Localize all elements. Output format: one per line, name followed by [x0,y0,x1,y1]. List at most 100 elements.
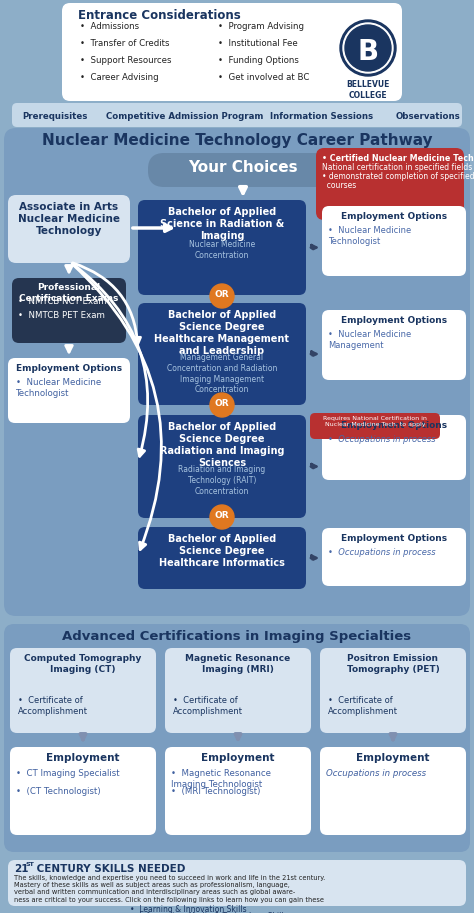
Text: 21: 21 [14,864,28,874]
FancyBboxPatch shape [8,358,130,423]
Text: Occupations in process: Occupations in process [326,769,426,778]
Text: Computed Tomography
Imaging (CT): Computed Tomography Imaging (CT) [24,654,142,674]
Text: •  NMTCB NCT Exam: • NMTCB NCT Exam [18,297,107,306]
Text: The skills, knowledge and expertise you need to succeed in work and life in the : The skills, knowledge and expertise you … [14,875,325,881]
Text: Employment: Employment [201,753,275,763]
Text: OR: OR [215,511,229,520]
Text: •  Magnetic Resonance
Imaging Technologist: • Magnetic Resonance Imaging Technologis… [171,769,271,789]
Text: Bachelor of Applied
Science Degree
Healthcare Management
and Leadership: Bachelor of Applied Science Degree Healt… [155,310,290,356]
Circle shape [345,25,391,71]
Text: Bachelor of Applied
Science Degree
Radiation and Imaging
Sciences: Bachelor of Applied Science Degree Radia… [160,422,284,468]
FancyBboxPatch shape [4,128,470,616]
Text: Prerequisites: Prerequisites [22,112,88,121]
Text: Entrance Considerations: Entrance Considerations [78,9,241,22]
Text: Your Choices: Your Choices [188,160,298,175]
Text: •  Occupations in process: • Occupations in process [328,548,436,557]
Text: CENTURY SKILLS NEEDED: CENTURY SKILLS NEEDED [33,864,185,874]
Text: Associate in Arts
Nuclear Medicine
Technology: Associate in Arts Nuclear Medicine Techn… [18,202,120,236]
FancyBboxPatch shape [322,310,466,380]
Text: •  NMTCB PET Exam: • NMTCB PET Exam [18,311,105,320]
Text: verbal and written communication and interdisciplinary areas such as global awar: verbal and written communication and int… [14,889,295,896]
FancyBboxPatch shape [138,200,306,295]
FancyBboxPatch shape [138,415,306,518]
Text: Magnetic Resonance
Imaging (MRI): Magnetic Resonance Imaging (MRI) [185,654,291,674]
FancyBboxPatch shape [138,527,306,589]
Text: B: B [357,38,379,66]
Text: Employment Options: Employment Options [341,316,447,325]
Text: •  Program Advising: • Program Advising [218,22,304,31]
Text: •  (MRI Technologist): • (MRI Technologist) [171,787,260,796]
Text: •  Support Resources: • Support Resources [80,56,172,65]
FancyBboxPatch shape [12,278,126,343]
Text: Bachelor of Applied
Science in Radiation &
Imaging: Bachelor of Applied Science in Radiation… [160,207,284,241]
FancyBboxPatch shape [8,860,466,906]
Text: OR: OR [215,290,229,299]
FancyBboxPatch shape [8,195,130,263]
Text: OR: OR [215,399,229,408]
FancyBboxPatch shape [138,303,306,405]
Text: •  Nuclear Medicine
Technologist: • Nuclear Medicine Technologist [16,378,101,398]
Circle shape [210,284,234,308]
FancyBboxPatch shape [4,624,470,852]
Text: •  CT Imaging Specialist: • CT Imaging Specialist [16,769,119,778]
Circle shape [210,505,234,529]
Text: •  (CT Technologist): • (CT Technologist) [16,787,100,796]
Text: Bachelor of Applied
Science Degree
Healthcare Informatics: Bachelor of Applied Science Degree Healt… [159,534,285,568]
Text: Radiation and Imaging
Technology (RAIT)
Concentration: Radiation and Imaging Technology (RAIT) … [178,465,265,496]
Text: •  Admissions: • Admissions [80,22,139,31]
Text: •  Certificate of
Accomplishment: • Certificate of Accomplishment [328,696,398,716]
Text: •  Funding Options: • Funding Options [218,56,299,65]
Text: Mastery of these skills as well as subject areas such as professionalism, langua: Mastery of these skills as well as subje… [14,882,290,888]
Text: Employment: Employment [46,753,120,763]
Text: Employment Options: Employment Options [341,421,447,430]
Text: Nuclear Medicine
Concentration: Nuclear Medicine Concentration [189,240,255,260]
Text: •  Institutional Fee: • Institutional Fee [218,39,298,48]
Text: •  Certificate of
Accomplishment: • Certificate of Accomplishment [18,696,88,716]
Text: Information Sessions: Information Sessions [271,112,374,121]
FancyBboxPatch shape [320,747,466,835]
FancyBboxPatch shape [10,648,156,733]
Text: Professional
Certification Exams: Professional Certification Exams [19,283,118,303]
Text: •  Occupations in process: • Occupations in process [328,435,436,444]
FancyBboxPatch shape [322,415,466,480]
FancyBboxPatch shape [12,103,462,127]
Circle shape [340,20,396,76]
FancyBboxPatch shape [62,3,402,101]
Text: •  Transfer of Credits: • Transfer of Credits [80,39,170,48]
Text: BELLEVUE
COLLEGE: BELLEVUE COLLEGE [346,80,390,100]
Text: •  Nuclear Medicine
Management: • Nuclear Medicine Management [328,330,411,350]
Text: • demonstrated completion of specified: • demonstrated completion of specified [322,172,474,181]
FancyBboxPatch shape [316,148,464,220]
Text: Advanced Certifications in Imaging Specialties: Advanced Certifications in Imaging Speci… [63,630,411,643]
Text: Employment Options: Employment Options [341,534,447,543]
Text: •  Nuclear Medicine
Technologist: • Nuclear Medicine Technologist [328,226,411,246]
Text: ST: ST [26,862,35,867]
FancyBboxPatch shape [320,648,466,733]
FancyBboxPatch shape [322,206,466,276]
Text: Competitive Admission Program: Competitive Admission Program [106,112,264,121]
Circle shape [210,393,234,417]
Text: • Certified Nuclear Medicine Technologist: • Certified Nuclear Medicine Technologis… [322,154,474,163]
Text: Employment: Employment [356,753,430,763]
Text: •  Certificate of
Accomplishment: • Certificate of Accomplishment [173,696,243,716]
Circle shape [343,23,393,73]
Text: National certification in specified fields &: National certification in specified fiel… [322,163,474,172]
Text: •  Career Advising: • Career Advising [80,73,159,82]
Text: Positron Emission
Tomography (PET): Positron Emission Tomography (PET) [346,654,439,674]
Text: Nuclear Medicine Technology Career Pathway: Nuclear Medicine Technology Career Pathw… [42,133,432,148]
Text: Employment Options: Employment Options [341,212,447,221]
FancyBboxPatch shape [165,648,311,733]
FancyBboxPatch shape [10,747,156,835]
FancyBboxPatch shape [148,153,338,187]
Text: courses: courses [322,181,356,190]
Text: Requires National Certification in
Nuclear Medicine Tech. to apply: Requires National Certification in Nucle… [323,416,427,427]
Text: ness are critical to your success. Click on the following links to learn how you: ness are critical to your success. Click… [14,897,324,903]
Text: •  Get involved at BC: • Get involved at BC [218,73,310,82]
FancyBboxPatch shape [165,747,311,835]
FancyBboxPatch shape [322,528,466,586]
Text: Employment Options: Employment Options [16,364,122,373]
Text: Observations: Observations [396,112,460,121]
FancyBboxPatch shape [310,413,440,439]
Text: Management General
Concentration and Radiation
Imaging Management
Concentration: Management General Concentration and Rad… [167,353,277,394]
Text: •  Learning & Innovation Skills: • Learning & Innovation Skills [130,905,246,913]
